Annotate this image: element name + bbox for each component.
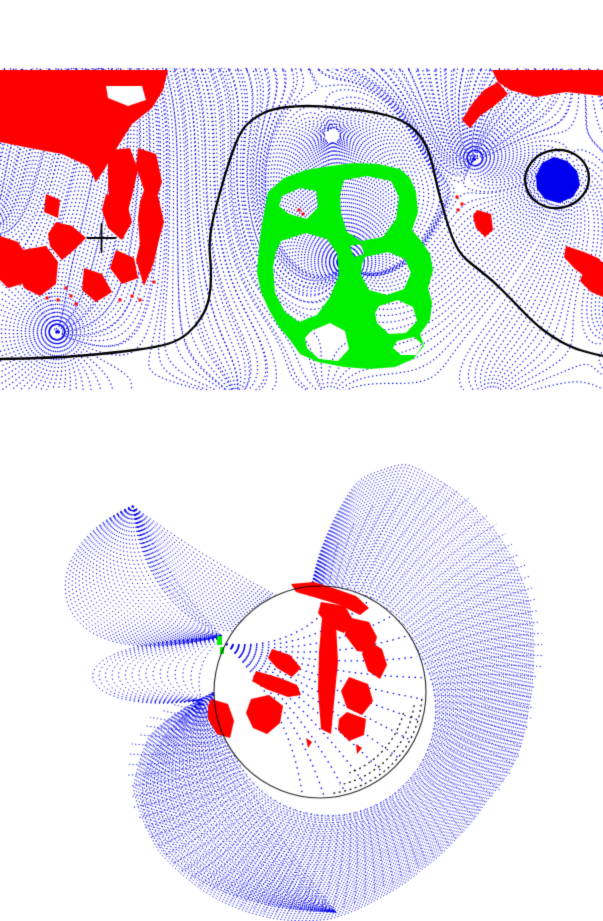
field-line-canvas [0,0,603,921]
field-line-figure [0,0,603,921]
